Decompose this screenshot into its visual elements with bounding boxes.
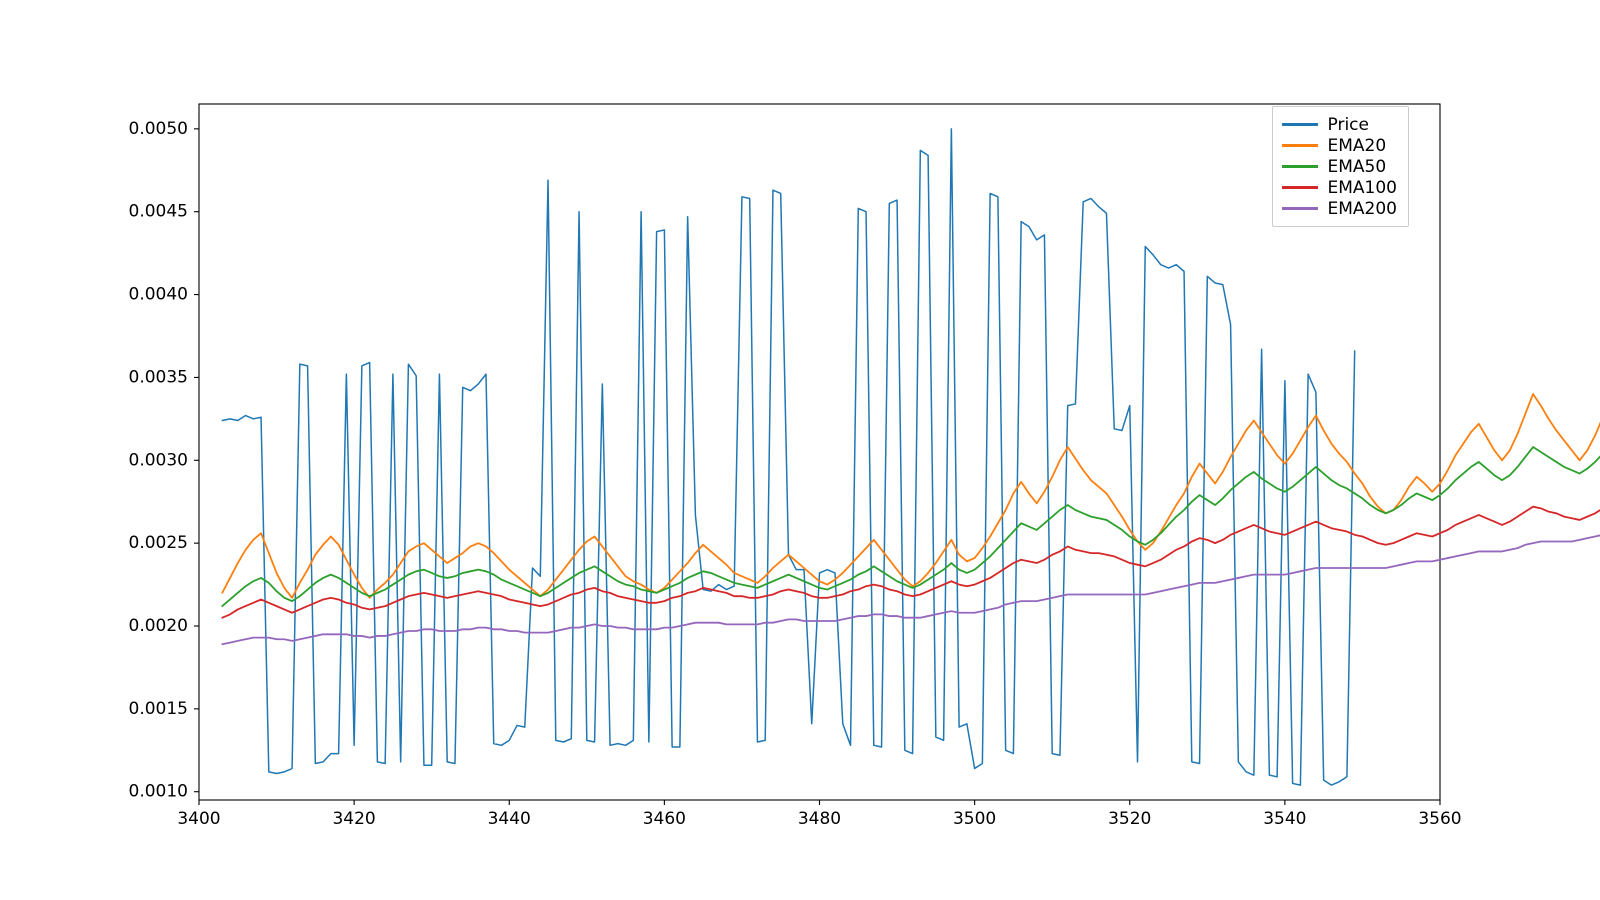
legend-color-swatch <box>1281 186 1318 189</box>
y-tick-label: 0.0040 <box>129 285 188 305</box>
legend-item-label: EMA200 <box>1327 198 1398 219</box>
plot-frame <box>198 103 1441 801</box>
legend-item-price[interactable]: Price <box>1281 114 1398 135</box>
y-tick-label: 0.0045 <box>129 202 188 222</box>
x-tick-label: 3440 <box>488 809 531 829</box>
legend-color-swatch <box>1281 207 1318 210</box>
x-tick-label: 3460 <box>643 809 686 829</box>
x-tick-label: 3400 <box>177 809 220 829</box>
series-line-price <box>221 128 1356 786</box>
legend-item-ema20[interactable]: EMA20 <box>1281 135 1398 156</box>
series-line-ema100 <box>221 505 1600 619</box>
legend-item-label: EMA20 <box>1327 135 1387 156</box>
series-line-ema50 <box>221 446 1600 608</box>
x-tick-label: 3520 <box>1108 809 1151 829</box>
series-layer <box>221 128 1600 786</box>
y-tick-label: 0.0010 <box>129 782 188 802</box>
y-tick-label: 0.0050 <box>129 119 188 139</box>
legend-color-swatch <box>1281 144 1318 147</box>
legend-item-ema100[interactable]: EMA100 <box>1281 177 1398 198</box>
y-tick-label: 0.0020 <box>129 616 188 636</box>
axes: 0.0010 0.0015 0.0020 0.0025 0.0030 0.0035 0.00… <box>129 103 1462 829</box>
legend-color-swatch <box>1281 165 1318 168</box>
legend-item-label: EMA100 <box>1327 177 1398 198</box>
y-tick-label: 0.0015 <box>129 699 188 719</box>
series-line-ema20 <box>221 393 1600 599</box>
legend-item-label: EMA50 <box>1327 156 1387 177</box>
legend-color-swatch <box>1281 123 1318 126</box>
x-tick-label: 3560 <box>1418 809 1461 829</box>
legend-item-ema200[interactable]: EMA200 <box>1281 198 1398 219</box>
y-tick-label: 0.0035 <box>129 367 188 387</box>
chart-legend[interactable]: Price EMA20 EMA50 EMA100 EMA200 <box>1271 106 1409 227</box>
x-tick-label: 3540 <box>1263 809 1306 829</box>
x-tick-label: 3420 <box>332 809 375 829</box>
y-tick-label: 0.0025 <box>129 533 188 553</box>
x-tick-label: 3480 <box>798 809 841 829</box>
legend-item-ema50[interactable]: EMA50 <box>1281 156 1398 177</box>
legend-item-label: Price <box>1327 114 1369 135</box>
series-line-ema200 <box>221 534 1600 646</box>
y-tick-label: 0.0030 <box>129 450 188 470</box>
x-tick-label: 3500 <box>953 809 996 829</box>
